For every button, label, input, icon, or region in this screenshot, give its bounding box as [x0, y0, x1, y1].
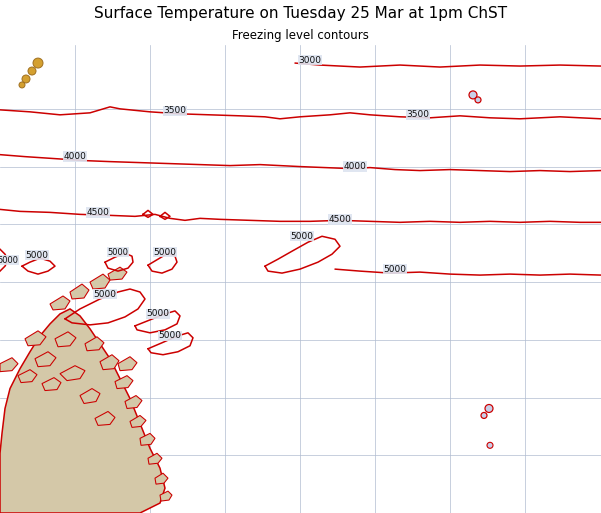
Text: 4000: 4000 — [64, 152, 87, 161]
Text: 3000: 3000 — [299, 55, 322, 65]
Polygon shape — [155, 473, 168, 484]
Circle shape — [487, 442, 493, 448]
Polygon shape — [160, 491, 172, 501]
Text: 5000: 5000 — [0, 255, 19, 265]
Polygon shape — [25, 331, 46, 346]
Circle shape — [485, 404, 493, 412]
Text: 5000: 5000 — [153, 248, 177, 256]
Text: 5000: 5000 — [147, 309, 169, 319]
Polygon shape — [35, 352, 56, 367]
Text: 5000: 5000 — [383, 265, 406, 273]
Text: 4500: 4500 — [329, 215, 352, 224]
Polygon shape — [125, 396, 142, 408]
Text: Freezing level contours: Freezing level contours — [232, 29, 369, 42]
Polygon shape — [80, 388, 100, 404]
Circle shape — [19, 82, 25, 88]
Text: 5000: 5000 — [290, 232, 314, 241]
Polygon shape — [55, 332, 76, 347]
Polygon shape — [90, 274, 110, 289]
Polygon shape — [0, 358, 18, 371]
Circle shape — [22, 75, 30, 83]
Polygon shape — [100, 354, 119, 370]
Polygon shape — [85, 337, 104, 351]
Text: 5000: 5000 — [159, 331, 182, 340]
Polygon shape — [0, 309, 165, 513]
Text: 5000: 5000 — [94, 289, 117, 299]
Text: 4000: 4000 — [344, 162, 367, 171]
Circle shape — [481, 412, 487, 419]
Polygon shape — [130, 416, 146, 427]
Polygon shape — [42, 378, 61, 390]
Polygon shape — [50, 296, 70, 310]
Text: 3500: 3500 — [406, 110, 430, 120]
Polygon shape — [18, 370, 37, 383]
Polygon shape — [95, 411, 115, 425]
Polygon shape — [60, 366, 85, 381]
Text: 3500: 3500 — [163, 106, 186, 115]
Text: Surface Temperature on Tuesday 25 Mar at 1pm ChST: Surface Temperature on Tuesday 25 Mar at… — [94, 6, 507, 21]
Circle shape — [28, 67, 36, 75]
Polygon shape — [108, 267, 127, 280]
Polygon shape — [115, 376, 133, 388]
Text: 5000: 5000 — [108, 248, 129, 256]
Text: 4500: 4500 — [87, 208, 109, 217]
Polygon shape — [118, 357, 137, 371]
Circle shape — [475, 97, 481, 103]
Polygon shape — [70, 284, 89, 299]
Polygon shape — [140, 433, 155, 445]
Circle shape — [469, 91, 477, 99]
Polygon shape — [148, 453, 162, 464]
Text: 5000: 5000 — [25, 251, 49, 260]
Circle shape — [33, 58, 43, 68]
